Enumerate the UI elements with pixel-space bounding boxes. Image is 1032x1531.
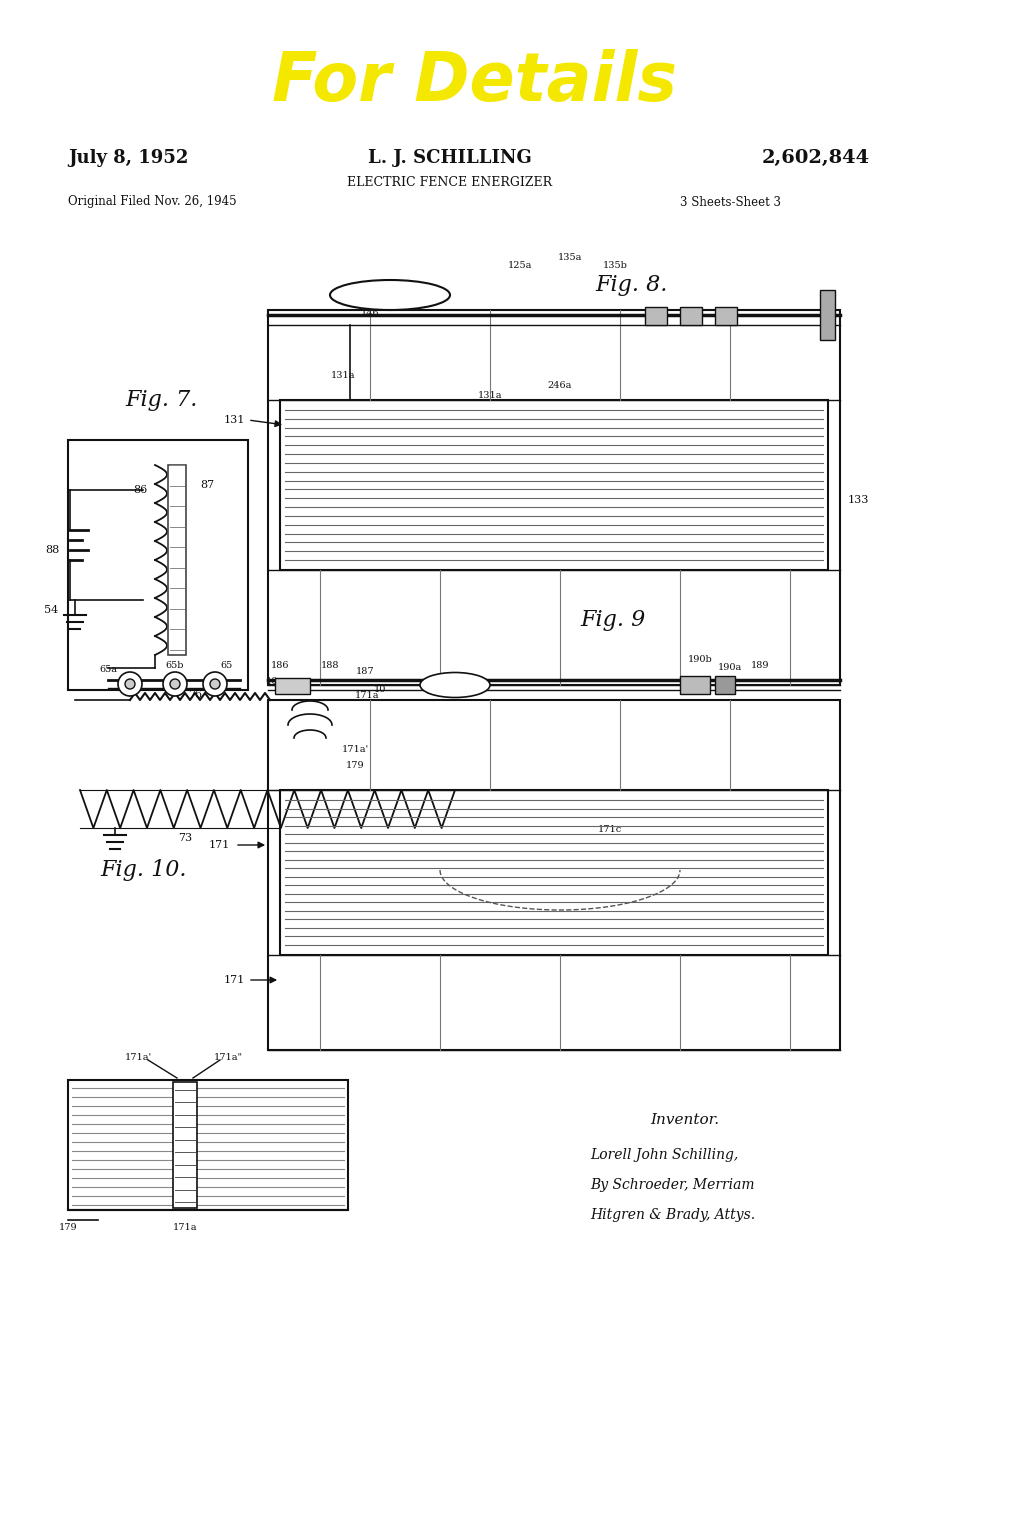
Bar xyxy=(680,308,702,325)
Text: 179: 179 xyxy=(346,761,364,770)
Text: 146: 146 xyxy=(361,309,380,317)
Text: 171a: 171a xyxy=(172,1223,197,1232)
Text: 135b: 135b xyxy=(603,260,627,269)
Text: 125a: 125a xyxy=(508,260,533,269)
Text: 54: 54 xyxy=(43,605,58,615)
Text: For Details: For Details xyxy=(272,49,677,115)
Text: CLICK HERE: CLICK HERE xyxy=(402,24,548,46)
Bar xyxy=(715,677,735,694)
Text: L. J. SCHILLING: L. J. SCHILLING xyxy=(368,149,531,167)
Text: July 8, 1952: July 8, 1952 xyxy=(68,149,189,167)
Text: Hitgren & Brady, Attys.: Hitgren & Brady, Attys. xyxy=(590,1208,755,1222)
Bar xyxy=(168,465,186,655)
Bar xyxy=(68,1079,348,1209)
Text: 10: 10 xyxy=(374,686,386,695)
Text: 131a: 131a xyxy=(330,371,355,380)
Text: 189: 189 xyxy=(750,660,769,669)
Bar xyxy=(268,309,840,684)
Text: 73: 73 xyxy=(178,833,192,844)
Text: 190a: 190a xyxy=(718,663,742,672)
Text: ELECTRIC FENCE ENERGIZER: ELECTRIC FENCE ENERGIZER xyxy=(348,176,552,188)
Text: 171: 171 xyxy=(208,841,230,850)
Bar xyxy=(280,790,828,955)
Text: Lorell John Schilling,: Lorell John Schilling, xyxy=(590,1148,738,1162)
Text: 135a: 135a xyxy=(558,254,582,262)
Bar xyxy=(173,1082,197,1208)
Bar xyxy=(268,700,840,1050)
Text: 131: 131 xyxy=(224,415,245,426)
Text: 171a': 171a' xyxy=(125,1053,152,1063)
Text: 87: 87 xyxy=(200,481,214,490)
Bar xyxy=(275,678,310,694)
Circle shape xyxy=(209,680,220,689)
Circle shape xyxy=(125,680,135,689)
Text: 65b: 65b xyxy=(166,660,185,669)
Bar xyxy=(715,308,737,325)
Text: 65a: 65a xyxy=(99,666,117,675)
Text: 179: 179 xyxy=(59,1223,77,1232)
Text: Original Filed Nov. 26, 1945: Original Filed Nov. 26, 1945 xyxy=(68,196,236,208)
Text: 190b: 190b xyxy=(687,655,712,664)
Text: 131a: 131a xyxy=(478,390,503,400)
Text: Fig. 7.: Fig. 7. xyxy=(125,389,197,410)
Text: Fig. 8.: Fig. 8. xyxy=(595,274,668,295)
Text: 171: 171 xyxy=(224,975,245,984)
Text: 171c: 171c xyxy=(598,825,622,834)
Text: 187: 187 xyxy=(356,668,375,677)
Text: 2,602,844: 2,602,844 xyxy=(762,149,870,167)
Text: 125: 125 xyxy=(381,291,399,300)
Bar xyxy=(680,677,710,694)
Bar xyxy=(68,439,248,690)
Text: 10: 10 xyxy=(266,678,279,686)
Text: Fig. 10.: Fig. 10. xyxy=(100,859,187,880)
Text: 71: 71 xyxy=(383,833,397,844)
Text: Inventor.: Inventor. xyxy=(650,1113,719,1127)
Text: 76: 76 xyxy=(188,690,202,700)
Ellipse shape xyxy=(420,672,490,698)
Text: 171a: 171a xyxy=(355,690,380,700)
Text: Fig. 9: Fig. 9 xyxy=(580,609,645,631)
Circle shape xyxy=(163,672,187,697)
Text: 171a": 171a" xyxy=(425,687,454,697)
Text: 65: 65 xyxy=(220,660,232,669)
Text: 171a': 171a' xyxy=(342,746,368,755)
Bar xyxy=(820,289,835,340)
Text: By Schroeder, Merriam: By Schroeder, Merriam xyxy=(590,1177,754,1193)
Text: 3 Sheets-Sheet 3: 3 Sheets-Sheet 3 xyxy=(680,196,781,208)
Circle shape xyxy=(203,672,227,697)
Text: 88: 88 xyxy=(45,545,60,556)
Circle shape xyxy=(118,672,142,697)
Text: 133: 133 xyxy=(848,495,869,505)
Ellipse shape xyxy=(330,280,450,309)
Bar xyxy=(645,308,667,325)
Text: 188: 188 xyxy=(321,660,340,669)
Circle shape xyxy=(170,680,180,689)
Text: 246a: 246a xyxy=(548,381,572,389)
Text: 186: 186 xyxy=(270,660,289,669)
Bar xyxy=(280,400,828,570)
Text: 86: 86 xyxy=(134,485,148,495)
Text: 171a": 171a" xyxy=(214,1053,243,1063)
